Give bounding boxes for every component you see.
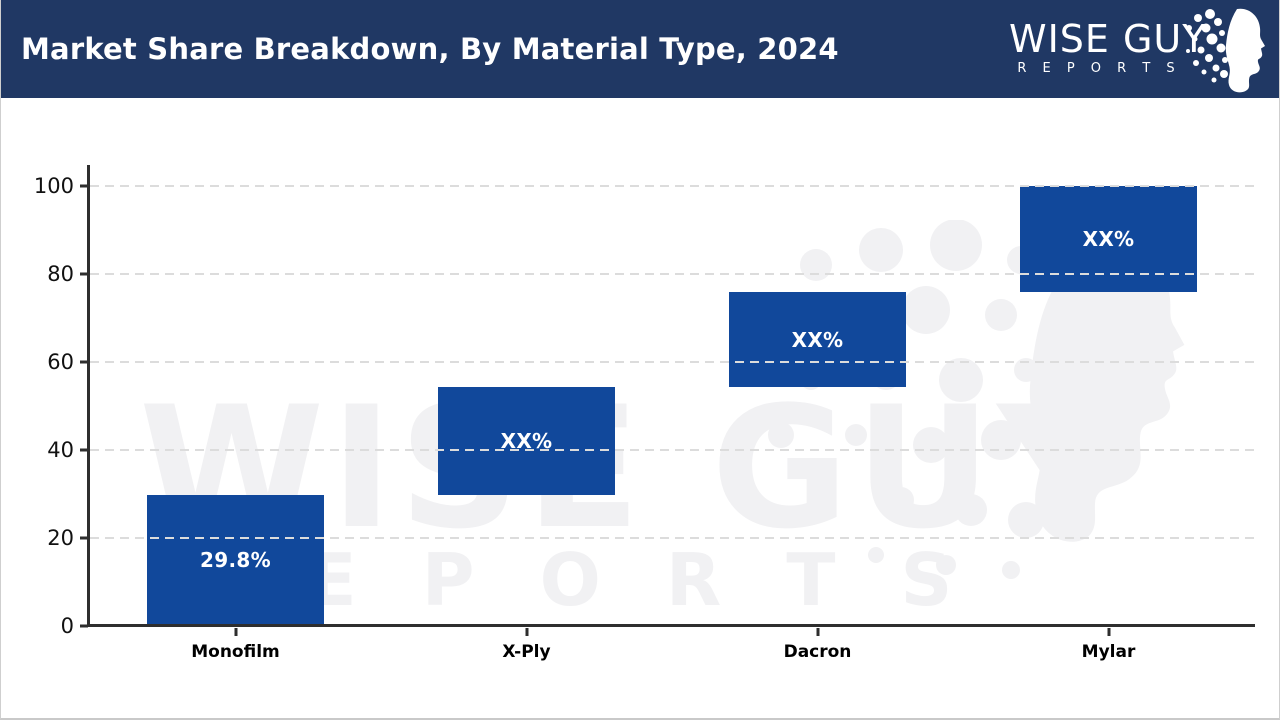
x-tick-mark-dacron: [816, 628, 819, 636]
x-tick-label-x-ply: X-Ply: [502, 642, 551, 662]
x-tick-mark-x-ply: [525, 628, 528, 636]
y-tick-mark-20: [80, 536, 88, 540]
gridline-20: [90, 537, 1254, 539]
plot-area: 0 20 40 60 80 100 29.8% Monofilm XX% X-Ply XX% Dacr…: [34, 174, 1254, 662]
x-tick-label-monofilm: Monofilm: [191, 642, 280, 662]
y-tick-mark-80: [80, 272, 88, 276]
gridline-40: [90, 449, 1254, 451]
logo-face-icon: [1186, 8, 1265, 93]
x-tick-mark-mylar: [1107, 628, 1110, 636]
y-tick-label-20: 20: [47, 526, 74, 550]
x-tick-label-mylar: Mylar: [1081, 642, 1136, 662]
bar-value-label-mylar: XX%: [1082, 227, 1135, 252]
bar-value-label-monofilm: 29.8%: [200, 548, 271, 573]
x-tick-mark-monofilm: [234, 628, 237, 636]
x-tick-label-dacron: Dacron: [783, 642, 852, 662]
chart-title: Market Share Breakdown, By Material Type…: [21, 32, 839, 66]
bar-mylar: XX%: [1020, 186, 1197, 293]
logo-wordmark-line2: R E P O R T S: [1017, 61, 1181, 76]
wiseguy-logo: WISE GUY R E P O R T S: [1009, 6, 1267, 94]
x-axis-spine: [87, 624, 1255, 627]
y-tick-label-80: 80: [47, 262, 74, 286]
gridline-60: [90, 361, 1254, 363]
bar-x-ply: XX%: [438, 387, 615, 495]
y-tick-label-60: 60: [47, 350, 74, 374]
bar-monofilm: 29.8%: [147, 494, 324, 626]
y-tick-label-100: 100: [33, 174, 74, 198]
y-tick-mark-40: [80, 448, 88, 452]
logo-wordmark-line1: WISE GUY: [1009, 17, 1207, 61]
chart-canvas: WISE GUY R E P O R T S 0 20 40 60 80 100 29.8%…: [1, 98, 1279, 718]
y-tick-mark-100: [80, 184, 88, 188]
y-tick-mark-0: [80, 624, 88, 628]
bar-value-label-x-ply: XX%: [500, 428, 553, 453]
gridline-100: [90, 185, 1254, 187]
bar-value-label-dacron: XX%: [791, 327, 844, 352]
bar-dacron: XX%: [729, 292, 906, 388]
y-tick-mark-60: [80, 360, 88, 364]
y-tick-label-0: 0: [60, 614, 74, 638]
y-tick-label-40: 40: [47, 438, 74, 462]
report-header: Market Share Breakdown, By Material Type…: [1, 0, 1279, 98]
y-axis-spine: [87, 165, 90, 627]
gridline-80: [90, 273, 1254, 275]
logo-wordmark: WISE GUY R E P O R T S: [1009, 17, 1207, 76]
